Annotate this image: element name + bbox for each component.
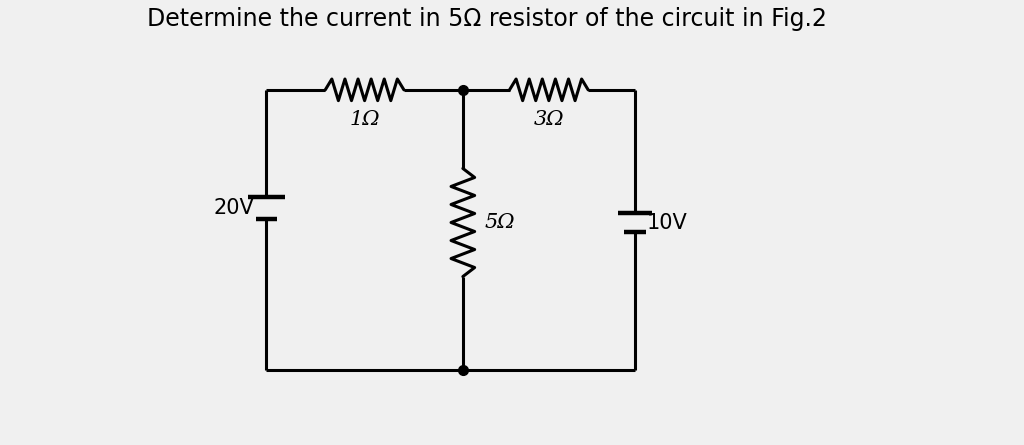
Text: 10V: 10V: [647, 213, 688, 232]
Text: Determine the current in 5Ω resistor of the circuit in Fig.2: Determine the current in 5Ω resistor of …: [147, 7, 827, 31]
Text: 3Ω: 3Ω: [534, 110, 564, 129]
Text: 1Ω: 1Ω: [349, 110, 380, 129]
Text: 5Ω: 5Ω: [485, 213, 515, 232]
Text: 20V: 20V: [213, 198, 254, 218]
